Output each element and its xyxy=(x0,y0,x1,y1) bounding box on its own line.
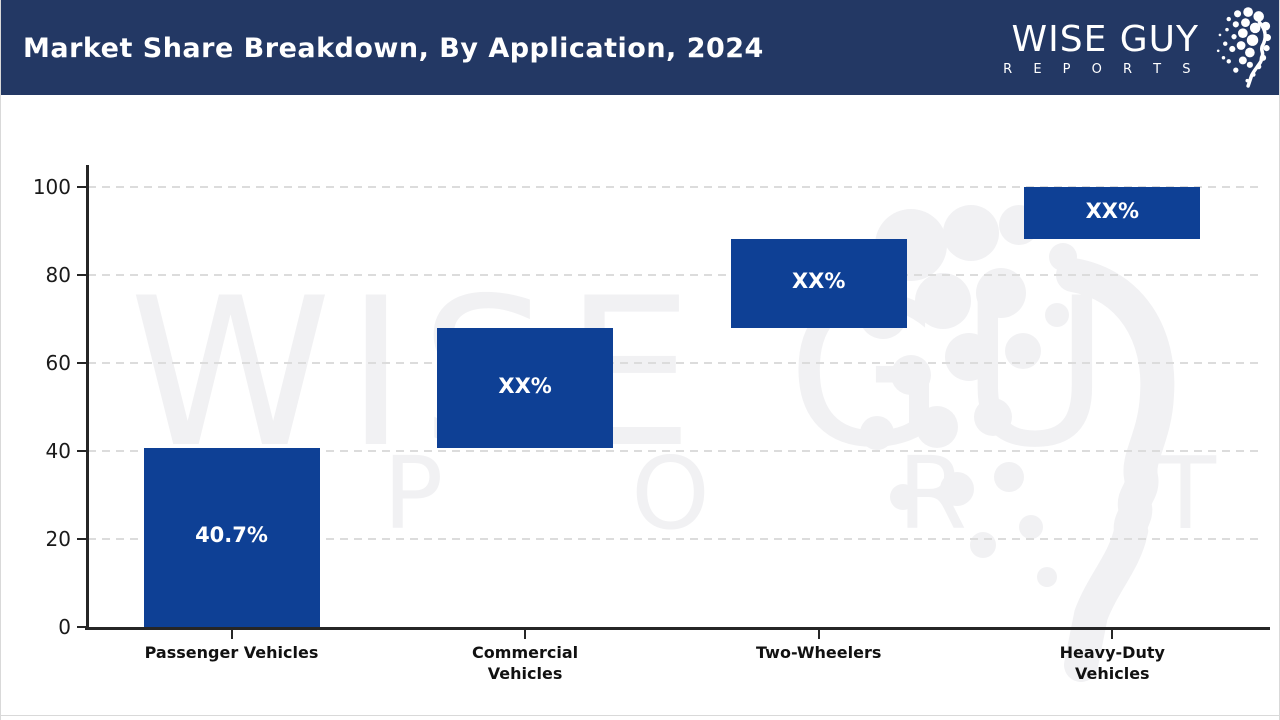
x-tick-passenger-vehicles xyxy=(230,630,233,639)
gridline-100 xyxy=(88,186,1263,188)
bar-value-label-passenger-vehicles: 40.7% xyxy=(195,523,268,548)
y-tick-label-20: 20 xyxy=(45,527,71,551)
bar-heavy-duty-vehicles xyxy=(1024,187,1201,239)
bar-value-label-two-wheelers: XX% xyxy=(791,269,846,294)
y-tick-label-80: 80 xyxy=(45,263,71,287)
bottom-divider xyxy=(1,715,1279,716)
y-tick-0 xyxy=(77,626,86,628)
header: Market Share Breakdown, By Application, … xyxy=(1,0,1279,95)
chart-area: WISE GU P O R T S 02040608010040.7%XX%XX… xyxy=(1,95,1279,715)
x-axis-spine xyxy=(85,627,1270,630)
y-tick-label-0: 0 xyxy=(58,615,71,639)
x-tick-two-wheelers xyxy=(817,630,820,639)
y-axis-spine xyxy=(86,165,89,630)
y-tick-20 xyxy=(77,538,86,540)
gridline-40 xyxy=(88,450,1263,452)
bar-passenger-vehicles xyxy=(143,447,320,627)
y-tick-80 xyxy=(77,274,86,276)
gridline-60 xyxy=(88,362,1263,364)
x-tick-label-heavy-duty-vehicles: Heavy-Duty Vehicles xyxy=(1059,643,1165,683)
y-tick-label-40: 40 xyxy=(45,439,71,463)
y-tick-label-100: 100 xyxy=(32,175,71,199)
x-tick-label-commercial-vehicles: Commercial Vehicles xyxy=(472,643,579,683)
y-tick-label-60: 60 xyxy=(45,351,71,375)
bar-commercial-vehicles xyxy=(437,327,614,448)
x-tick-heavy-duty-vehicles xyxy=(1111,630,1114,639)
dotted-head-icon xyxy=(1216,7,1271,88)
x-tick-label-two-wheelers: Two-Wheelers xyxy=(756,643,882,662)
gridline-80 xyxy=(88,274,1263,276)
logo-reports-label: R E P O R T S xyxy=(1003,62,1199,77)
logo-text: WISE GUY R E P O R T S xyxy=(1003,19,1199,78)
bar-value-label-heavy-duty-vehicles: XX% xyxy=(1085,198,1140,223)
x-tick-label-passenger-vehicles: Passenger Vehicles xyxy=(144,643,319,662)
bar-two-wheelers xyxy=(730,238,907,328)
bar-value-label-commercial-vehicles: XX% xyxy=(498,373,552,398)
gridline-20 xyxy=(88,538,1263,540)
page-title: Market Share Breakdown, By Application, … xyxy=(23,33,764,64)
y-tick-40 xyxy=(77,450,86,452)
wiseguy-logo: WISE GUY R E P O R T S xyxy=(1003,0,1271,95)
x-tick-commercial-vehicles xyxy=(524,630,527,639)
y-tick-60 xyxy=(77,362,86,364)
y-tick-100 xyxy=(77,186,86,188)
logo-wiseguy-label: WISE GUY xyxy=(1011,19,1199,60)
